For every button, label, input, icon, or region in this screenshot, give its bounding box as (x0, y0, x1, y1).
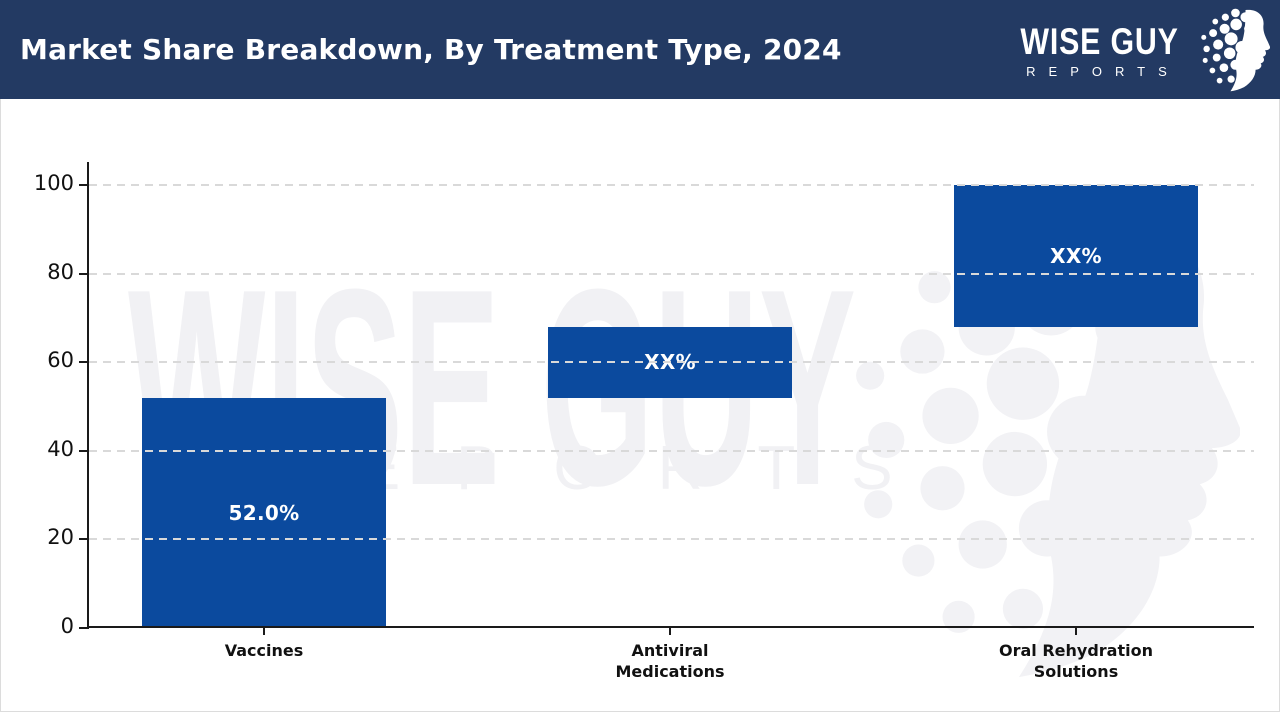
x-category-label-line: Solutions (1033, 662, 1119, 681)
y-axis-tick-label: 80 (47, 259, 74, 284)
x-category-label-line: Medications (615, 662, 725, 681)
x-axis-line (87, 626, 1254, 628)
bar-oral-rehydration-solutions: XX% (954, 185, 1198, 328)
page-title: Market Share Breakdown, By Treatment Typ… (20, 33, 842, 66)
wiseguy-logo: WISE GUY REPORTS (1003, 5, 1270, 95)
x-category-label-line: Vaccines (224, 641, 304, 660)
bar-vaccines: 52.0% (142, 397, 386, 628)
y-axis-tick-label: 0 (60, 614, 74, 638)
gridline-80 (89, 272, 1254, 275)
x-axis-tick (1075, 628, 1077, 635)
gridline-40 (89, 449, 1254, 452)
x-category-label-line: Oral Rehydration (999, 641, 1153, 660)
y-axis-tick (79, 272, 88, 275)
x-category-label: Vaccines (124, 640, 404, 661)
gridline-100 (89, 184, 1254, 187)
y-axis-tick-label: 20 (47, 525, 74, 550)
bar-value-label: XX% (1050, 244, 1102, 269)
logo-subtitle: REPORTS (1026, 63, 1180, 79)
gridline-60 (89, 361, 1254, 364)
y-axis-tick (79, 449, 88, 452)
y-axis-tick-label: 40 (47, 436, 74, 461)
x-axis-tick (669, 628, 671, 635)
header-bar: Market Share Breakdown, By Treatment Typ… (0, 0, 1280, 99)
y-axis-tick (79, 538, 88, 541)
y-axis-tick-label: 100 (33, 171, 74, 196)
y-axis-line (87, 162, 89, 629)
y-axis-tick (79, 627, 88, 629)
y-axis-tick (79, 361, 88, 364)
logo-face-icon (1198, 8, 1270, 92)
logo-wordmark: WISE GUY (1020, 20, 1179, 62)
y-axis-tick-label: 60 (47, 348, 74, 373)
x-category-label-line: Antiviral (631, 641, 709, 660)
x-category-label: Oral Rehydration Solutions (936, 640, 1216, 682)
x-category-label: Antiviral Medications (530, 640, 810, 682)
bar-value-label: 52.0% (228, 500, 300, 525)
logo-text: WISE GUY REPORTS (1003, 23, 1196, 78)
y-axis-tick (79, 184, 88, 187)
gridline-20 (89, 538, 1254, 541)
x-axis-tick (263, 628, 265, 635)
